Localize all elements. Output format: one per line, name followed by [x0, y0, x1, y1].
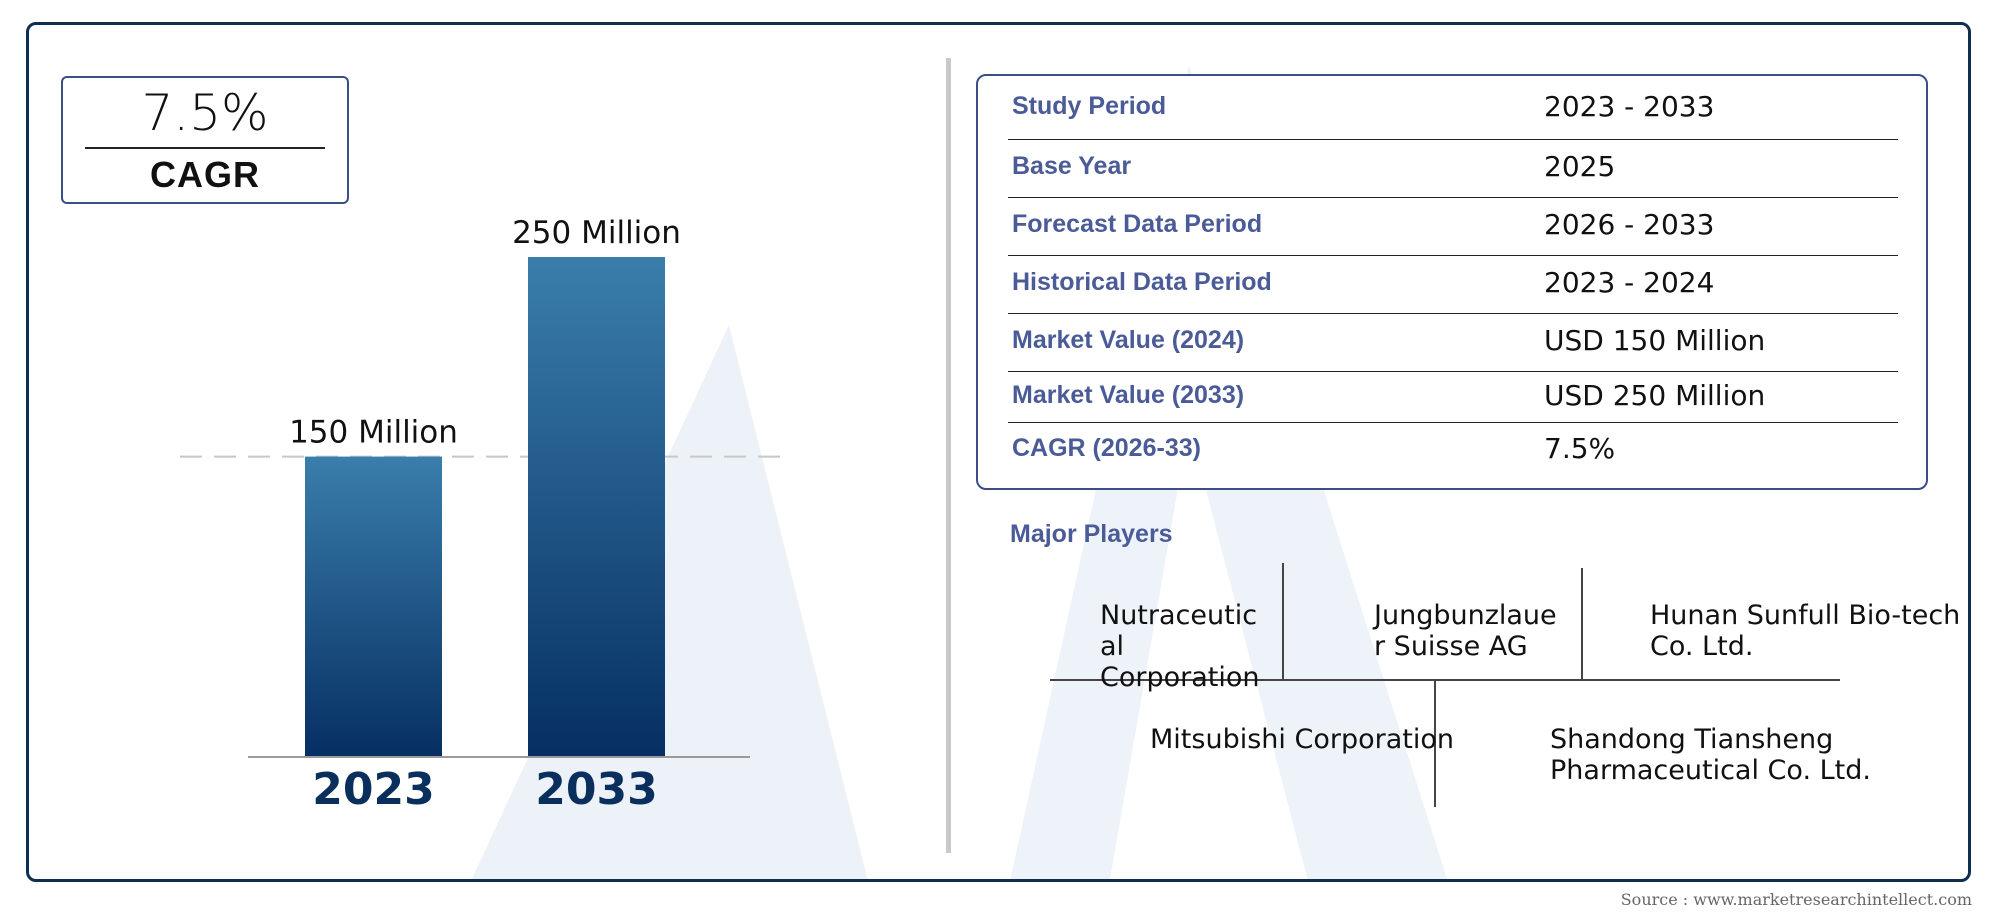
info-key: Market Value (2024) — [1012, 326, 1244, 355]
info-value: 7.5% — [1544, 432, 1615, 465]
data-label: 150 Million — [289, 415, 458, 451]
info-key: CAGR (2026-33) — [1012, 434, 1201, 463]
info-row: Forecast Data Period 2026 - 2033 — [1008, 197, 1898, 256]
info-value: 2025 — [1544, 150, 1615, 183]
info-value: 2026 - 2033 — [1544, 208, 1714, 241]
info-value: USD 150 Million — [1544, 324, 1765, 357]
info-key: Market Value (2033) — [1012, 381, 1244, 410]
info-key: Base Year — [1012, 152, 1131, 181]
bar — [528, 257, 665, 756]
market-info-table: Study Period 2023 - 2033 Base Year 2025 Fore… — [976, 74, 1928, 490]
info-key: Study Period — [1012, 92, 1166, 121]
info-row: Historical Data Period 2023 - 2024 — [1008, 255, 1898, 314]
data-label: 250 Million — [512, 215, 681, 251]
category-label: 2033 — [535, 764, 657, 815]
players-divider — [1282, 563, 1284, 679]
player-name: Hunan Sunfull Bio-tech Co. Ltd. — [1650, 600, 1960, 662]
player-name: Shandong Tiansheng Pharmaceutical Co. Lt… — [1550, 724, 1871, 786]
player-name: Jungbunzlaue r Suisse AG — [1374, 600, 1557, 662]
info-key: Historical Data Period — [1012, 268, 1272, 297]
info-key: Forecast Data Period — [1012, 210, 1262, 239]
info-value: 2023 - 2033 — [1544, 90, 1714, 123]
player-name: Mitsubishi Corporation — [1150, 724, 1454, 755]
info-row: Market Value (2033) USD 250 Million — [1008, 371, 1898, 423]
info-row: CAGR (2026-33) 7.5% — [1008, 422, 1898, 477]
info-value: 2023 - 2024 — [1544, 266, 1714, 299]
info-row: Base Year 2025 — [1008, 139, 1898, 198]
info-value: USD 250 Million — [1544, 379, 1765, 412]
player-name: Nutraceutic al Corporation — [1100, 600, 1260, 693]
info-row: Study Period 2023 - 2033 — [1008, 76, 1898, 140]
players-divider — [1581, 568, 1583, 679]
bar-chart: 150 Million 2023 250 Million 2033 — [0, 0, 960, 917]
bar — [305, 457, 442, 756]
major-players-title: Major Players — [1010, 520, 1173, 549]
source-credit: Source : www.marketresearchintellect.com — [1621, 890, 1972, 909]
category-label: 2023 — [312, 764, 434, 815]
info-row: Market Value (2024) USD 150 Million — [1008, 313, 1898, 372]
